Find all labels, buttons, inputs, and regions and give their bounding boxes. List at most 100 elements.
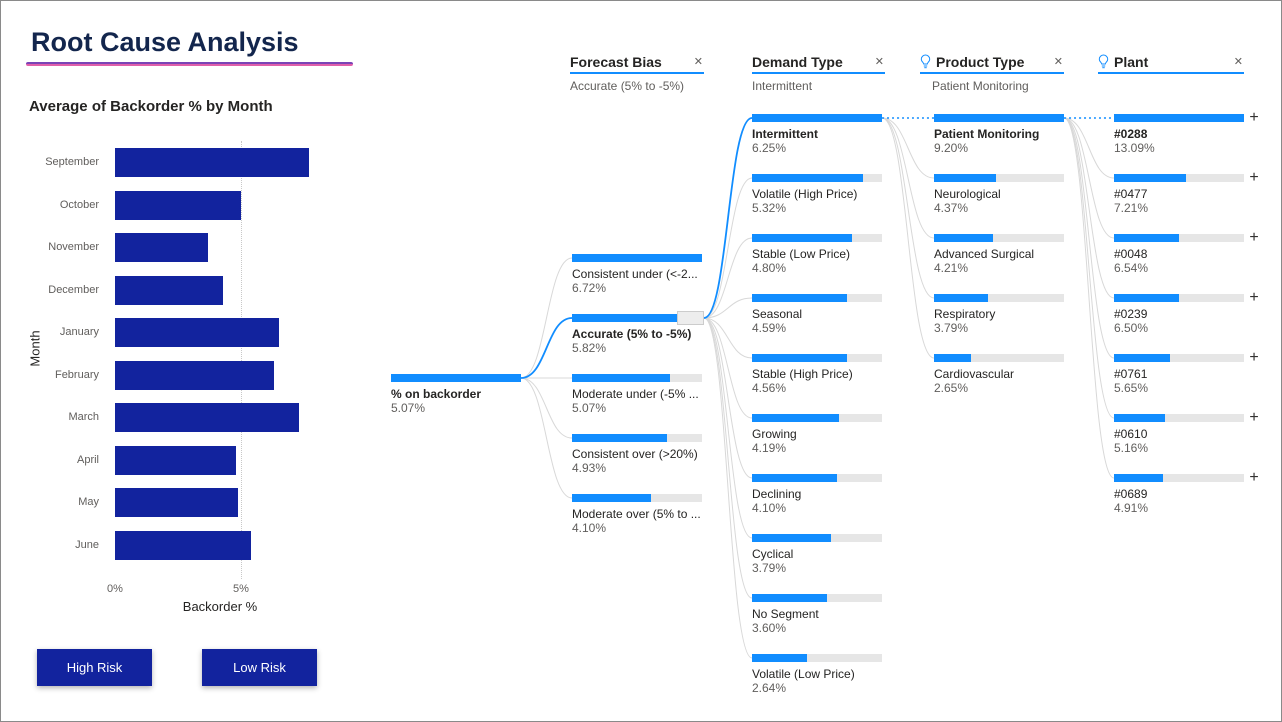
node-value: 4.93% (572, 461, 607, 475)
level-header-forecast-bias[interactable]: Forecast Bias ✕ (570, 51, 704, 74)
month-bar[interactable] (115, 318, 279, 347)
node-bar-fill (752, 114, 882, 122)
tree-node[interactable]: Stable (Low Price) 4.80% (752, 234, 902, 292)
node-bar-track (1114, 474, 1244, 482)
node-bar-fill (572, 374, 670, 382)
tree-node[interactable]: Accurate (5% to -5%) 5.82% (572, 311, 722, 372)
tree-node[interactable]: Moderate over (5% to ... 4.10% (572, 494, 722, 552)
tree-node[interactable]: Respiratory 3.79% (934, 294, 1084, 352)
tree-node[interactable]: #0048 6.54% (1114, 234, 1264, 292)
node-bar-fill (572, 434, 667, 442)
month-bar[interactable] (115, 445, 236, 475)
expand-plus-icon[interactable]: + (1249, 169, 1259, 186)
month-bar[interactable] (115, 360, 274, 390)
tree-node[interactable]: Cyclical 3.79% (752, 534, 902, 592)
tree-node[interactable]: #0288 13.09% (1114, 114, 1264, 172)
month-label: March (68, 411, 99, 423)
node-label: Respiratory (934, 307, 996, 321)
tree-node[interactable]: #0689 4.91% (1114, 474, 1264, 532)
node-label: Volatile (High Price) (752, 187, 858, 201)
level-header-label: Demand Type (752, 53, 843, 70)
node-bar-fill (752, 474, 837, 482)
node-label: Cardiovascular (934, 367, 1015, 381)
tree-node[interactable]: Patient Monitoring 9.20% (934, 114, 1084, 172)
tree-node[interactable]: #0610 5.16% (1114, 414, 1264, 472)
level-header-label: Plant (1114, 53, 1149, 70)
expand-plus-icon[interactable]: + (1249, 109, 1259, 126)
selected-node-handle[interactable] (677, 311, 704, 325)
tree-node[interactable]: Cardiovascular 2.65% (934, 354, 1084, 412)
node-bar-fill (752, 414, 839, 422)
node-bar-fill (752, 174, 863, 182)
node-label: #0689 (1114, 487, 1148, 501)
tree-node[interactable]: Declining 4.10% (752, 474, 902, 532)
tree-node[interactable]: Intermittent 6.25% (752, 114, 902, 172)
month-bar[interactable] (115, 403, 299, 432)
node-label: Moderate under (-5% ... (572, 387, 699, 401)
tree-node[interactable]: Growing 4.19% (752, 414, 902, 472)
expand-plus-icon[interactable]: + (1249, 469, 1259, 486)
month-bar[interactable] (115, 488, 238, 517)
tree-node[interactable]: #0239 6.50% (1114, 294, 1264, 352)
node-label: #0048 (1114, 247, 1148, 261)
node-bar-fill (934, 174, 996, 182)
node-value: 4.10% (752, 501, 787, 515)
node-value: 6.72% (572, 281, 607, 295)
tree-node[interactable]: #0477 7.21% (1114, 174, 1264, 232)
low-risk-button[interactable]: Low Risk (202, 649, 317, 686)
tree-node[interactable]: #0761 5.65% (1114, 354, 1264, 412)
tree-node[interactable]: No Segment 3.60% (752, 594, 902, 652)
tree-root-node[interactable]: % on backorder 5.07% (391, 374, 541, 432)
page-title: Root Cause Analysis (31, 27, 299, 57)
node-value: 4.19% (752, 441, 787, 455)
tree-node[interactable]: Neurological 4.37% (934, 174, 1084, 232)
title-underline (26, 62, 353, 66)
lightbulb-icon (1098, 54, 1109, 69)
x-tick-5: 5% (233, 583, 249, 595)
month-bar[interactable] (115, 530, 251, 560)
tree-node[interactable]: Volatile (Low Price) 2.64% (752, 654, 902, 712)
close-icon[interactable]: ✕ (693, 56, 703, 68)
level-header-demand-type[interactable]: Demand Type ✕ (752, 51, 885, 74)
node-value: 9.20% (934, 141, 969, 155)
tree-node[interactable]: Volatile (High Price) 5.32% (752, 174, 902, 232)
tree-node[interactable]: Moderate under (-5% ... 5.07% (572, 374, 722, 432)
node-value: 4.59% (752, 321, 787, 335)
expand-plus-icon[interactable]: + (1249, 409, 1259, 426)
chart-title: Average of Backorder % by Month (29, 98, 273, 115)
level-header-plant[interactable]: Plant ✕ (1098, 51, 1244, 74)
expand-plus-icon[interactable]: + (1249, 289, 1259, 306)
month-bar[interactable] (115, 190, 241, 220)
node-bar-fill (1114, 294, 1179, 302)
close-icon[interactable]: ✕ (1233, 56, 1243, 68)
node-bar-track (934, 354, 1064, 362)
month-bar[interactable] (115, 148, 309, 177)
tree-node[interactable]: Consistent over (>20%) 4.93% (572, 434, 722, 492)
tree-node[interactable]: Seasonal 4.59% (752, 294, 902, 352)
node-label: Volatile (Low Price) (752, 667, 855, 681)
month-bar[interactable] (115, 275, 223, 305)
node-value: 3.79% (752, 561, 787, 575)
expand-plus-icon[interactable]: + (1249, 229, 1259, 246)
close-icon[interactable]: ✕ (1053, 56, 1063, 68)
gridline-5pct (241, 141, 242, 579)
close-icon[interactable]: ✕ (874, 56, 884, 68)
tree-node[interactable]: Stable (High Price) 4.56% (752, 354, 902, 412)
tree-node[interactable]: Consistent under (<-2... 6.72% (572, 254, 722, 312)
node-label: #0288 (1114, 127, 1148, 141)
bar-row: November (1, 233, 371, 262)
node-label: Stable (High Price) (752, 367, 853, 381)
high-risk-button[interactable]: High Risk (37, 649, 152, 686)
node-label: #0610 (1114, 427, 1148, 441)
expand-plus-icon[interactable]: + (1249, 349, 1259, 366)
node-bar-fill (752, 654, 807, 662)
month-bar[interactable] (115, 233, 208, 262)
level-header-product-type[interactable]: Product Type ✕ (920, 51, 1064, 74)
backorder-chart-rows: September October November December January F… (1, 148, 371, 580)
node-bar-track (752, 534, 882, 542)
x-axis-title: Backorder % (182, 599, 258, 614)
bar-row: May (1, 488, 371, 517)
month-label: January (59, 326, 99, 338)
tree-node[interactable]: Advanced Surgical 4.21% (934, 234, 1084, 292)
node-value: 5.82% (572, 341, 607, 355)
